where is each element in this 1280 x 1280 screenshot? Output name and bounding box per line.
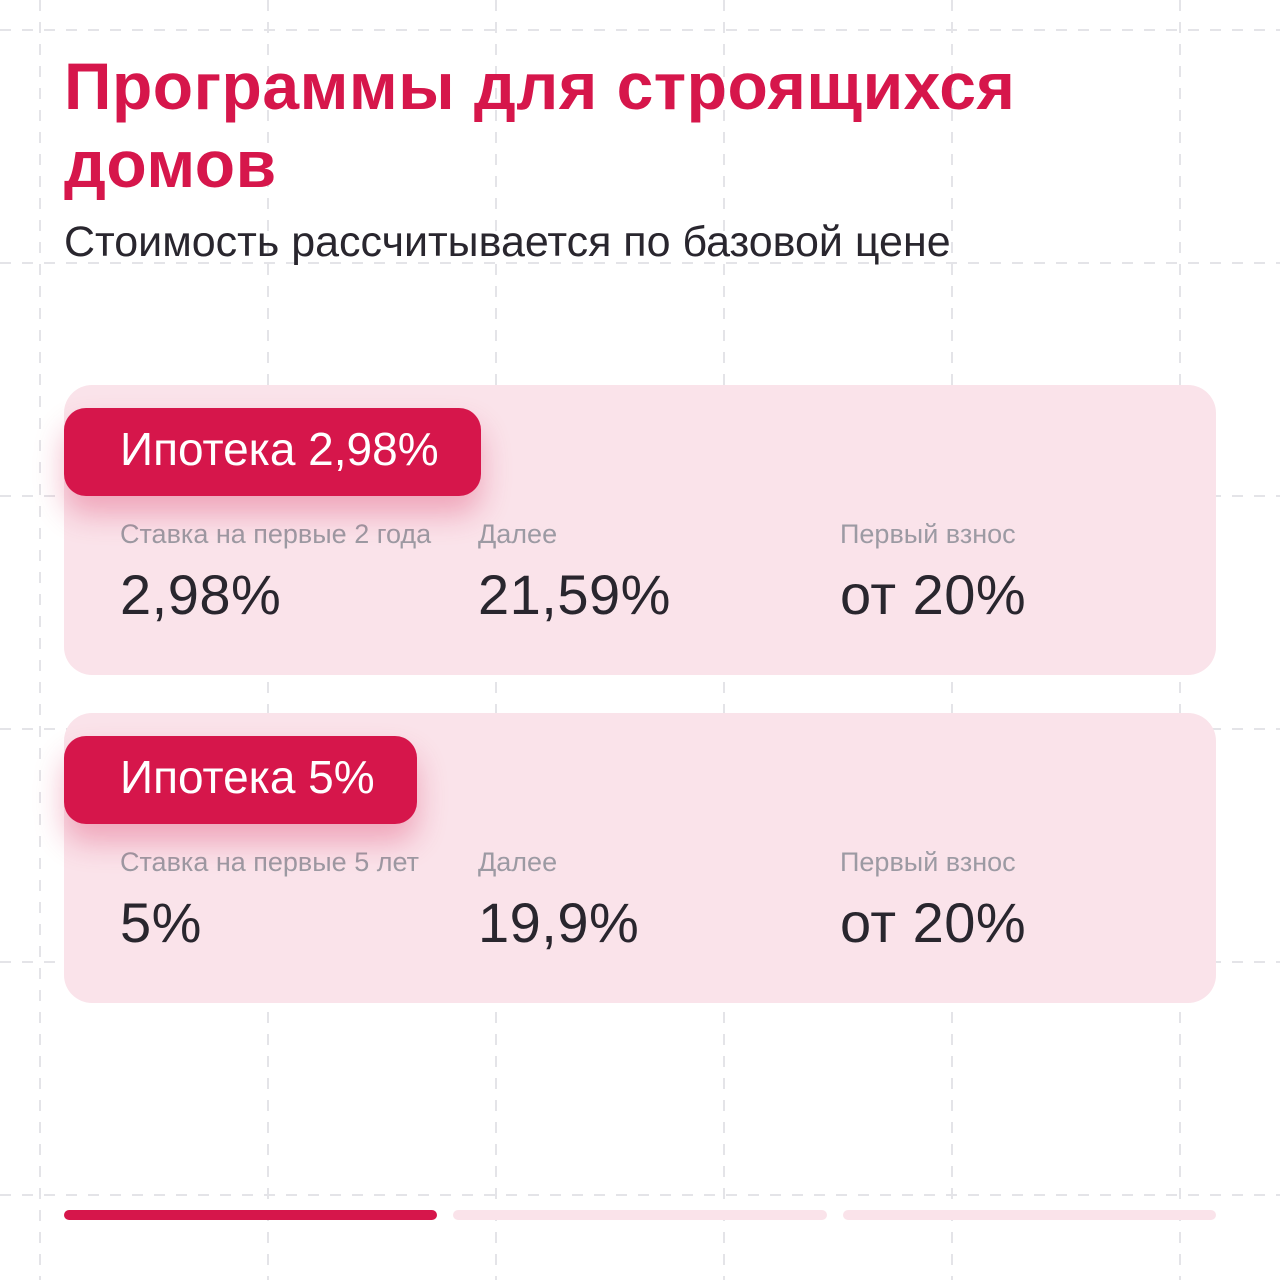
card-badge-mortgage-5: Ипотека 5% [64,736,417,824]
rate-label: Ставка на первые 5 лет [120,847,419,877]
rate-column-after: Далее 19,9% [478,847,840,955]
rate-value: 2,98% [120,563,282,626]
rate-value: от 20% [840,563,1027,626]
rate-label: Первый взнос [840,519,1016,549]
rate-column-initial: Ставка на первые 2 года 2,98% [120,519,478,627]
rate-columns: Ставка на первые 5 лет 5% Далее 19,9% Пе… [120,847,1192,955]
rate-value: 19,9% [478,891,640,954]
card-badge-mortgage-298: Ипотека 2,98% [64,408,481,496]
mortgage-card-1: Ставка на первые 2 года 2,98% Далее 21,5… [64,385,1216,675]
rate-column-after: Далее 21,59% [478,519,840,627]
page-title-line2: домов [64,126,277,201]
rate-column-initial: Ставка на первые 5 лет 5% [120,847,478,955]
rate-columns: Ставка на первые 2 года 2,98% Далее 21,5… [120,519,1192,627]
rate-column-downpayment: Первый взнос от 20% [840,519,1192,627]
page-title: Программы для строящихся домов [64,48,1204,204]
rate-label: Ставка на первые 2 года [120,519,432,549]
rate-value: от 20% [840,891,1027,954]
rate-value: 5% [120,891,202,954]
pagination-bar-active [64,1210,438,1220]
rate-label: Далее [478,847,558,877]
pagination-bar [453,1210,827,1220]
rate-label: Далее [478,519,558,549]
rate-value: 21,59% [478,563,671,626]
page-title-line1: Программы для строящихся [64,49,1016,123]
page-subtitle: Стоимость рассчитывается по базовой цене [64,218,951,266]
pagination [64,1210,1216,1220]
pagination-bar [842,1210,1216,1220]
rate-column-downpayment: Первый взнос от 20% [840,847,1192,955]
rate-label: Первый взнос [840,847,1016,877]
